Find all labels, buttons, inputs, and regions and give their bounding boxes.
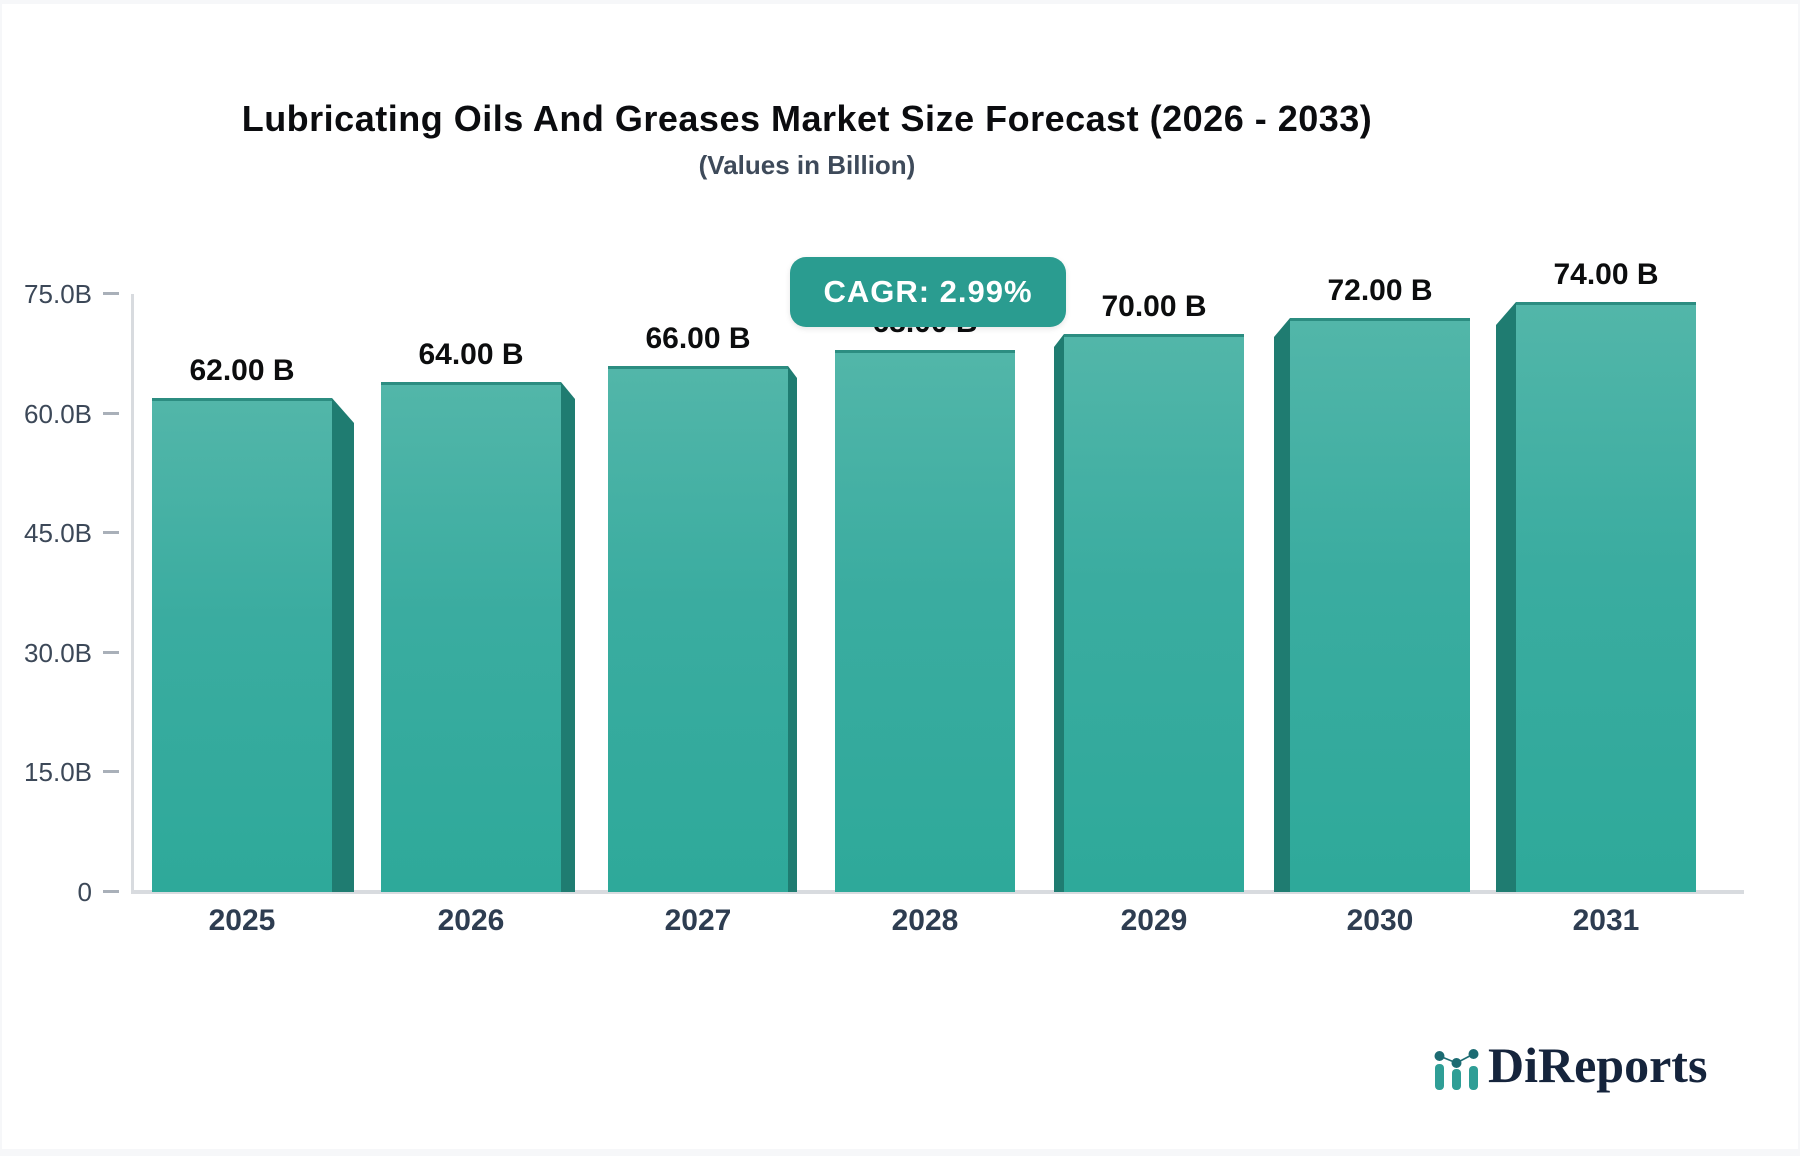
y-tick-mark <box>103 411 119 415</box>
x-tick-label-2028: 2028 <box>891 904 959 937</box>
bar-3d-side-2026 <box>561 382 575 892</box>
x-tick-label-2027: 2027 <box>664 904 732 937</box>
y-tick-mark <box>103 292 119 295</box>
y-tick-label: 60.0B <box>24 398 92 429</box>
chart-title: Lubricating Oils And Greases Market Size… <box>241 98 1373 139</box>
y-tick-mark <box>103 770 119 774</box>
bar-2025[interactable] <box>152 398 332 892</box>
x-tick-label-2031: 2031 <box>1572 904 1640 937</box>
x-tick-label-2030: 2030 <box>1346 904 1414 937</box>
bar-value-label-2030: 72.00 B <box>1327 274 1433 307</box>
mini-bar-chart-logo-icon <box>1434 1049 1479 1090</box>
bar-2031[interactable] <box>1516 302 1696 892</box>
y-tick-mark <box>103 531 119 535</box>
y-tick-label: 75.0B <box>24 279 92 309</box>
cagr-badge-label: CAGR: 2.99% <box>823 274 1033 309</box>
logo-text: DiReports <box>1488 1037 1708 1093</box>
y-tick-label: 15.0B <box>24 757 92 788</box>
direports-logo: DiReports <box>1432 1034 1762 1114</box>
x-tick-label-2026: 2026 <box>437 904 505 937</box>
bar-value-label-2031: 74.00 B <box>1553 258 1659 291</box>
x-tick-label-2025: 2025 <box>208 904 276 937</box>
bar-3d-side-2030 <box>1274 318 1290 892</box>
bar-2030[interactable] <box>1290 318 1470 892</box>
y-tick-label: 30.0B <box>24 637 92 668</box>
bar-value-label-2027: 66.00 B <box>645 322 751 355</box>
y-tick-mark <box>103 650 119 654</box>
bar-3d-side-2027 <box>788 366 797 892</box>
y-tick-label: 0 <box>77 877 92 907</box>
bar-3d-side-2031 <box>1496 302 1516 892</box>
bar-3d-side-2025 <box>332 398 354 892</box>
cagr-badge: CAGR: 2.99% <box>790 257 1066 327</box>
bar-value-label-2029: 70.00 B <box>1101 290 1207 323</box>
x-tick-label-2029: 2029 <box>1120 904 1188 937</box>
y-tick-mark <box>103 890 119 893</box>
bar-chart-plot: 0 15.0B 30.0B 45.0B 60.0B 75.0B 62.00 B 2025 64.… <box>2 4 1798 1149</box>
bar-value-label-2026: 64.00 B <box>418 338 524 371</box>
chart-subtitle: (Values in Billion) <box>698 150 916 180</box>
bar-2028[interactable] <box>835 350 1015 892</box>
bar-2026[interactable] <box>381 382 561 892</box>
bar-value-label-2025: 62.00 B <box>189 354 295 387</box>
x-axis-baseline <box>131 890 1744 894</box>
y-axis-line <box>131 294 134 892</box>
bar-2029[interactable] <box>1064 334 1244 892</box>
bar-3d-side-2029 <box>1054 334 1064 892</box>
y-tick-label: 45.0B <box>24 518 92 549</box>
bar-2027[interactable] <box>608 366 788 892</box>
